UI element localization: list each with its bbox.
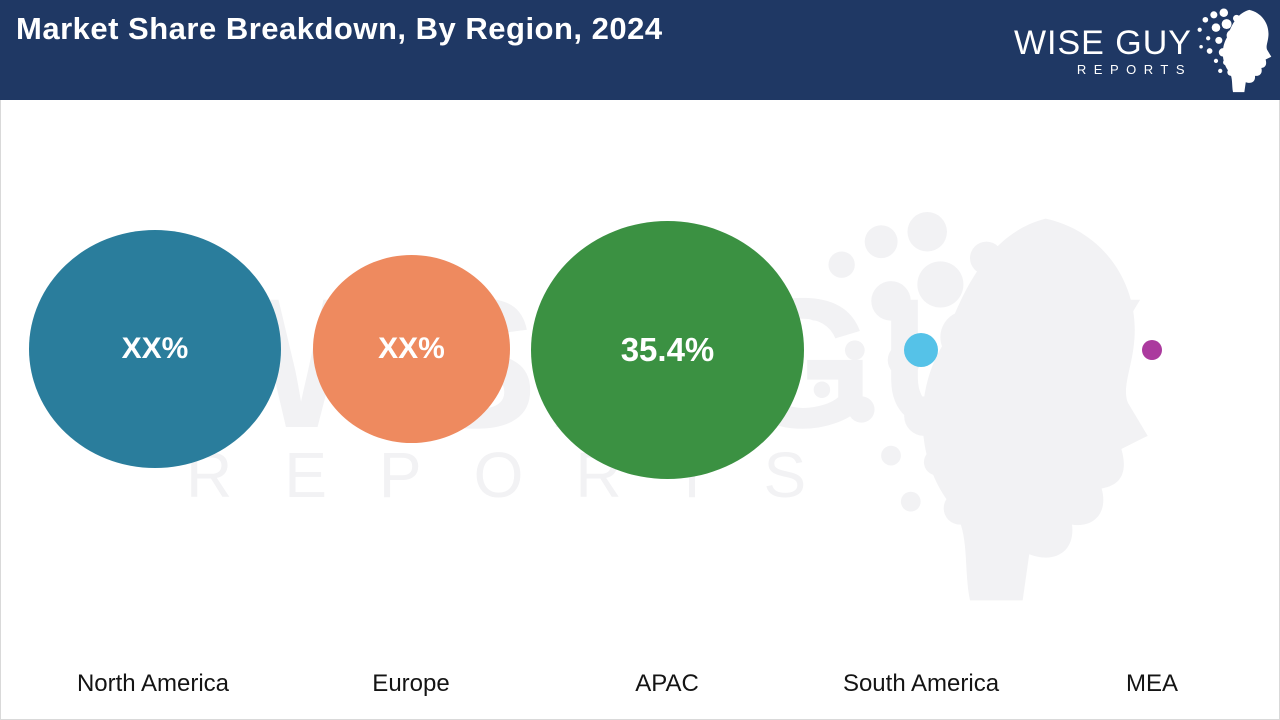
header: Market Share Breakdown, By Region, 2024 … — [0, 0, 1280, 100]
watermark-reports: REPORTS — [186, 439, 859, 511]
bubble-europe: XX% — [313, 255, 510, 443]
bubble-value-label: 35.4% — [620, 331, 715, 368]
bubble-apac: 35.4% — [531, 221, 804, 479]
brand-wordmark: WISE GUY — [1013, 24, 1192, 62]
brand-wordmark-block: WISE GUY REPORTS — [1014, 25, 1192, 77]
region-label-north-america: North America — [76, 670, 230, 697]
bubble-mea — [1142, 340, 1162, 360]
watermark-head-icon — [805, 212, 1148, 601]
bubble-value-label: XX% — [121, 332, 189, 365]
brand-head-icon — [1197, 8, 1272, 93]
region-label-europe: Europe — [372, 670, 450, 697]
brand-wordmark-sub: REPORTS — [1076, 62, 1192, 77]
brand-logo: WISE GUY REPORTS — [1014, 6, 1272, 96]
region-label-south-america: South America — [842, 670, 1000, 697]
region-label-apac: APAC — [635, 670, 699, 697]
page-title: Market Share Breakdown, By Region, 2024 — [16, 11, 663, 46]
region-label-mea: MEA — [1125, 670, 1179, 697]
bubble-north-america: XX% — [29, 230, 281, 468]
chart-area: WISE GUY REPORTS XX% XX% 35.4% North Ame… — [0, 100, 1280, 720]
bubble-south-america — [904, 333, 938, 367]
bubble-value-label: XX% — [378, 332, 445, 365]
